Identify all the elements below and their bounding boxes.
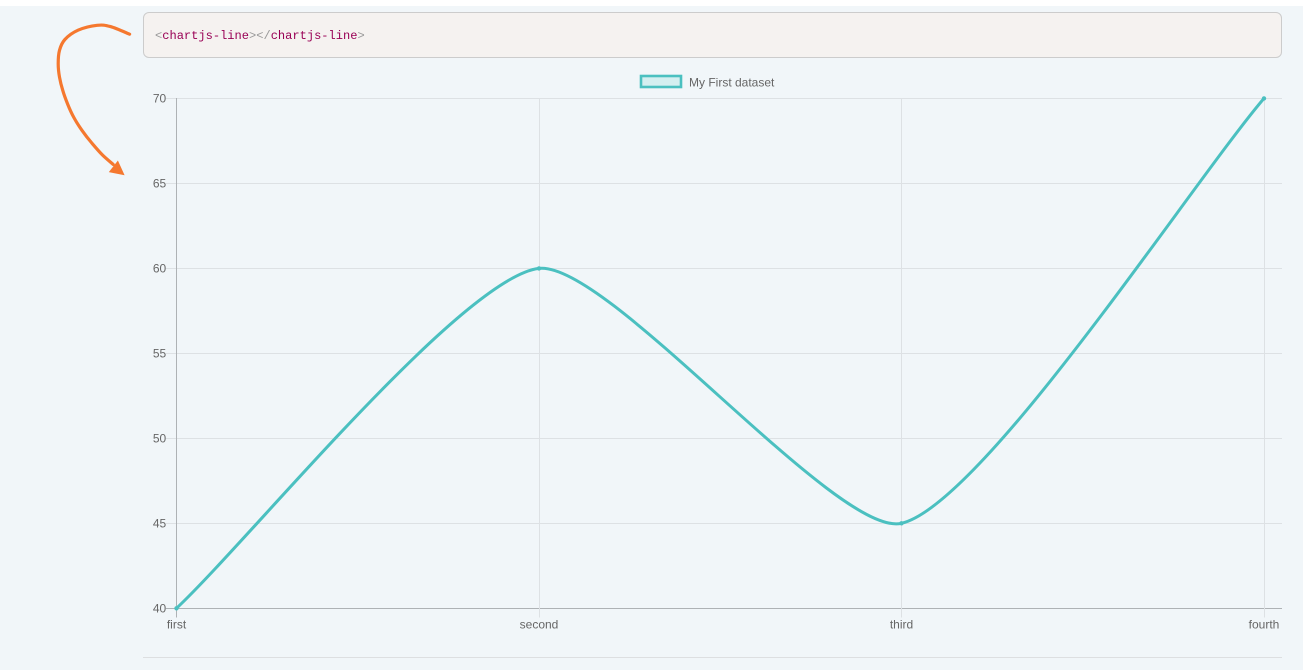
svg-text:45: 45	[153, 517, 167, 531]
svg-text:55: 55	[153, 347, 167, 361]
svg-text:first: first	[167, 618, 187, 632]
svg-text:50: 50	[153, 432, 167, 446]
svg-text:40: 40	[153, 602, 167, 616]
svg-text:65: 65	[153, 177, 167, 191]
svg-text:My First dataset: My First dataset	[689, 76, 775, 90]
svg-text:fourth: fourth	[1249, 618, 1280, 632]
svg-text:second: second	[520, 618, 559, 632]
svg-text:60: 60	[153, 262, 167, 276]
svg-text:70: 70	[153, 92, 167, 106]
svg-text:third: third	[890, 618, 913, 632]
